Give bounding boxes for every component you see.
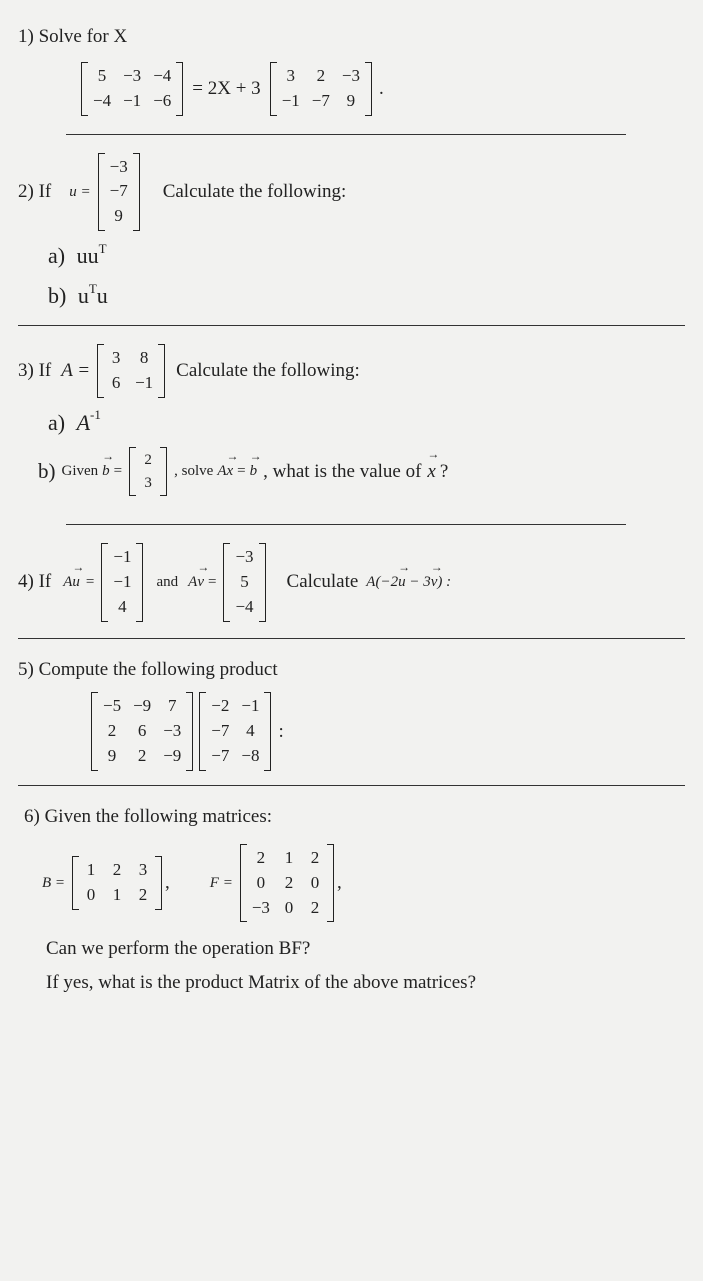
- divider-4: [18, 638, 685, 639]
- q1: 1) Solve for X 5−3−4 −4−1−6 = 2X + 3 32−…: [18, 24, 685, 116]
- q1-lhs-matrix: 5−3−4 −4−1−6: [81, 62, 183, 116]
- q5-equation: −5−97 26−3 92−9 −2−1 −74 −7−8 :: [88, 692, 685, 771]
- q1-label: 1) Solve for X: [18, 24, 685, 50]
- divider-5: [18, 785, 685, 786]
- q2: 2) If u = −3−79 Calculate the following:…: [18, 153, 685, 311]
- q3-header: 3) If A = 38 6−1 Calculate the following…: [18, 344, 685, 398]
- q3-Aeq: A =: [61, 358, 90, 384]
- q2-a: a) uuT: [48, 241, 685, 271]
- q3-post: Calculate the following:: [176, 358, 360, 384]
- q6-matrices: B = 123 012 , F = 212 020 −302 ,: [42, 844, 685, 923]
- q3-b-vector: 23: [129, 447, 167, 496]
- q6-line2: If yes, what is the product Matrix of th…: [46, 970, 685, 996]
- q2-var: u =: [69, 182, 90, 202]
- q6-B-matrix: 123 012: [72, 856, 162, 910]
- q3-A-matrix: 38 6−1: [97, 344, 165, 398]
- q5: 5) Compute the following product −5−97 2…: [18, 657, 685, 771]
- q2-u-matrix: −3−79: [98, 153, 140, 232]
- divider-3: [66, 524, 626, 525]
- q6-label: 6) Given the following matrices:: [24, 804, 685, 830]
- q3-a: a) A-1: [48, 408, 685, 438]
- q3-b: b) Given b = 23 , solve Ax = b , what is…: [38, 447, 685, 496]
- q1-equation: 5−3−4 −4−1−6 = 2X + 3 32−3 −1−79 .: [78, 62, 685, 116]
- q2-header: 2) If u = −3−79 Calculate the following:: [18, 153, 685, 232]
- q5-label: 5) Compute the following product: [18, 657, 685, 683]
- q3-pre: 3) If: [18, 358, 51, 384]
- q4-pre: 4) If: [18, 569, 51, 595]
- q4-Au-matrix: −1−14: [101, 543, 143, 622]
- q6-F-matrix: 212 020 −302: [240, 844, 334, 923]
- divider-2: [18, 325, 685, 326]
- q5-m1: −5−97 26−3 92−9: [91, 692, 193, 771]
- q2-b: b) uTu: [48, 281, 685, 311]
- q1-tail: .: [379, 76, 384, 102]
- q1-mid: = 2X + 3: [192, 76, 260, 102]
- q2-post: Calculate the following:: [163, 179, 347, 205]
- q4: 4) If Au = −1−14 and Av = −35−4 Calculat…: [18, 543, 685, 622]
- q1-rhs-matrix: 32−3 −1−79: [270, 62, 372, 116]
- q2-pre: 2) If: [18, 179, 51, 205]
- q6: 6) Given the following matrices: B = 123…: [18, 804, 685, 996]
- q3: 3) If A = 38 6−1 Calculate the following…: [18, 344, 685, 496]
- q4-Av-matrix: −35−4: [223, 543, 265, 622]
- q6-line1: Can we perform the operation BF?: [46, 936, 685, 962]
- divider-1: [66, 134, 626, 135]
- q5-m2: −2−1 −74 −7−8: [199, 692, 271, 771]
